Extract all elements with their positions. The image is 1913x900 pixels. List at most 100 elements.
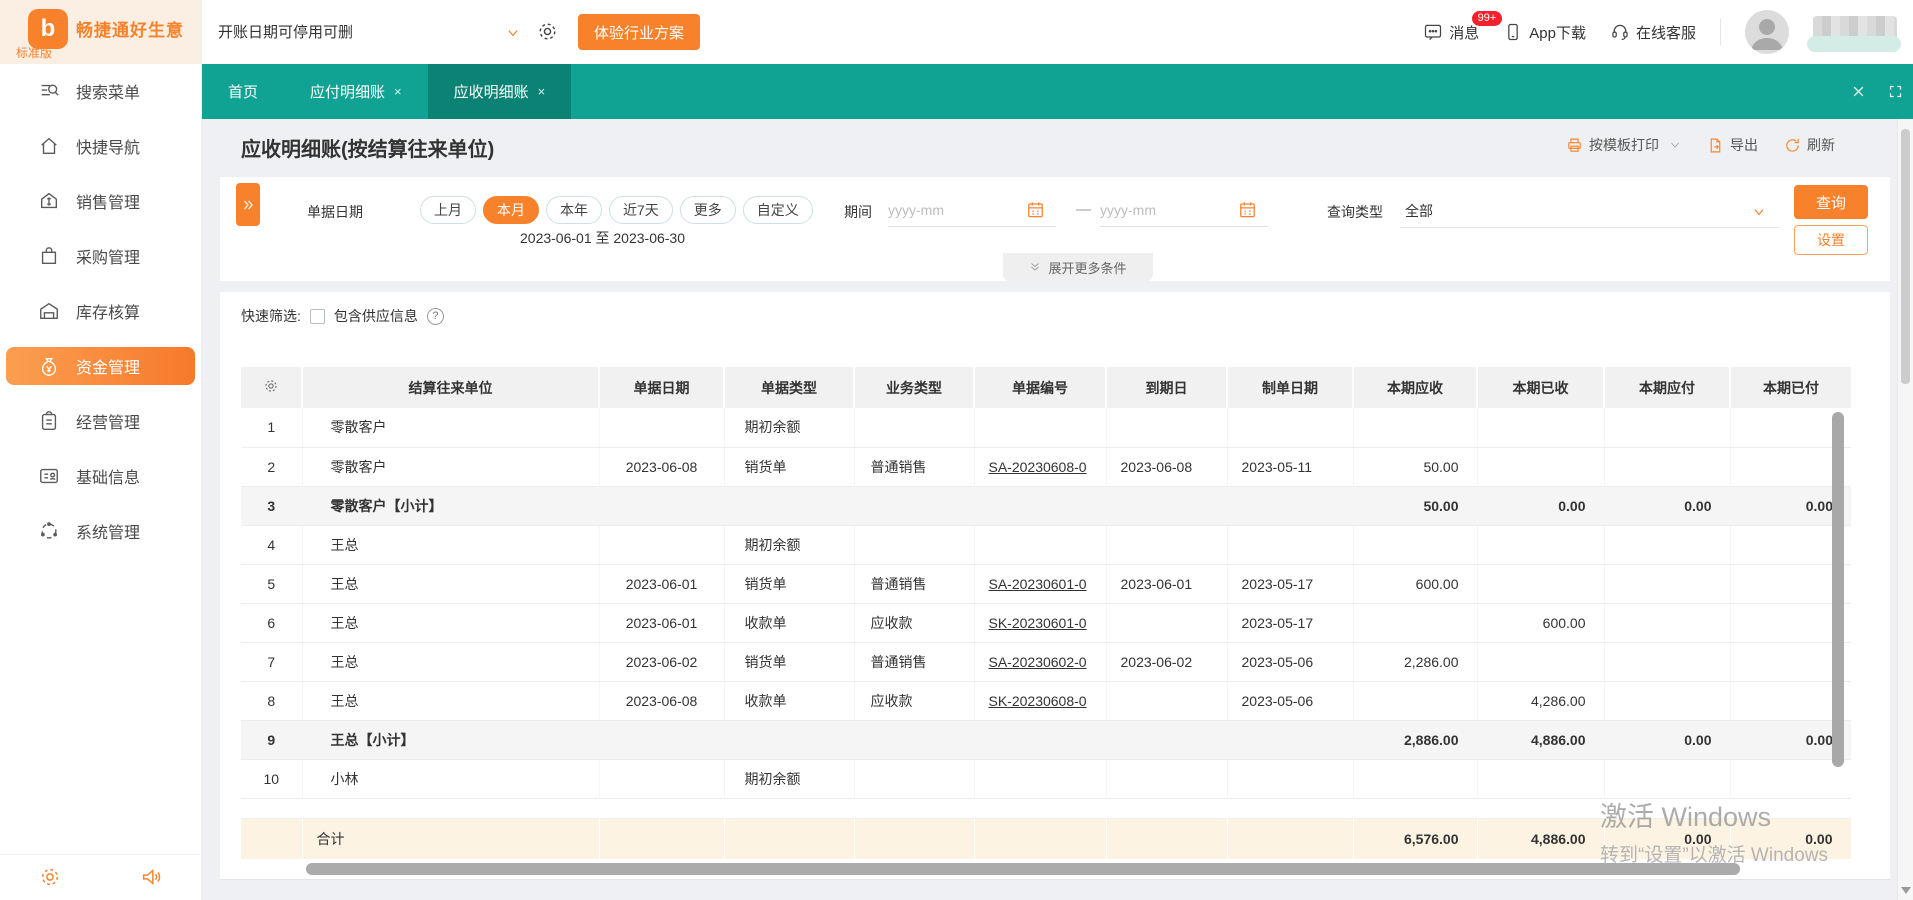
refresh-button[interactable]: 刷新: [1784, 135, 1835, 155]
sidebar-item-operations[interactable]: 经营管理: [0, 402, 201, 440]
cell-receivable: 600.00: [1353, 564, 1478, 604]
chevron-down-icon[interactable]: [506, 26, 520, 40]
window-scrollbar-thumb[interactable]: [1901, 129, 1910, 384]
cell-payable: [1604, 447, 1731, 487]
print-by-template-button[interactable]: 按模板打印: [1566, 135, 1681, 155]
column-header[interactable]: 单据类型: [724, 367, 855, 408]
table-row[interactable]: 6 王总 2023-06-01 收款单 应收款 SK-20230601-0 20…: [241, 603, 1851, 643]
table-vertical-scrollbar[interactable]: [1832, 412, 1844, 767]
period-label: 期间: [844, 204, 872, 220]
chevron-down-icon[interactable]: [1752, 205, 1766, 219]
sidebar-item-quick-nav[interactable]: 快捷导航: [0, 127, 201, 165]
expand-more-label: 展开更多条件: [1048, 260, 1127, 276]
row-number: 1: [241, 408, 303, 448]
table-row[interactable]: 2 零散客户 2023-06-08 销货单 普通销售 SA-20230608-0…: [241, 447, 1851, 487]
sidebar-item-search-menu[interactable]: 搜索菜单: [0, 72, 201, 110]
tab-payable-ledger[interactable]: 应付明细账 ×: [284, 64, 428, 119]
table-row[interactable]: 8 王总 2023-06-08 收款单 应收款 SK-20230608-0 20…: [241, 681, 1851, 721]
tab-close-icon[interactable]: ×: [537, 84, 546, 99]
cell-doc-type: 销货单: [724, 642, 855, 682]
announcement-speaker-icon[interactable]: [140, 866, 162, 888]
gear-icon[interactable]: [536, 20, 559, 43]
table-row[interactable]: 5 王总 2023-06-01 销货单 普通销售 SA-20230601-0 2…: [241, 564, 1851, 604]
column-header[interactable]: 本期应收: [1353, 367, 1478, 408]
table-horizontal-scrollbar[interactable]: [306, 863, 1740, 875]
calendar-icon[interactable]: [1238, 200, 1257, 219]
search-button[interactable]: 查询: [1794, 185, 1868, 219]
chevron-down-icon[interactable]: [1669, 139, 1681, 151]
tab-receivable-ledger[interactable]: 应收明细账 ×: [427, 64, 572, 119]
fullscreen-icon[interactable]: [1888, 84, 1903, 99]
column-header[interactable]: 本期应付: [1604, 367, 1731, 408]
export-button[interactable]: 导出: [1707, 135, 1758, 155]
column-header[interactable]: 业务类型: [854, 367, 975, 408]
period-end-input[interactable]: [1100, 193, 1268, 227]
cell-settlement-unit: 王总【小计】: [302, 720, 600, 760]
period-end-field[interactable]: [1100, 201, 1220, 218]
tab-label: 首页: [228, 84, 259, 101]
close-all-tabs-icon[interactable]: [1851, 84, 1866, 99]
doc-no-link[interactable]: SA-20230608-0: [988, 458, 1087, 475]
column-header[interactable]: 本期已收: [1477, 367, 1605, 408]
sidebar-item-label: 销售管理: [76, 195, 141, 212]
doc-no-link[interactable]: SK-20230601-0: [988, 614, 1087, 631]
range-pill-more[interactable]: 更多: [679, 196, 736, 224]
cell-payable: [1604, 603, 1731, 643]
avatar[interactable]: [1745, 10, 1789, 54]
collapse-filter-ribbon[interactable]: [236, 183, 260, 226]
sidebar-item-system[interactable]: 系统管理: [0, 512, 201, 550]
range-pill-last-month[interactable]: 上月: [420, 196, 476, 224]
table-row[interactable]: 9 王总【小计】 2,886.00 4,886.00 0.00 0.00: [241, 720, 1851, 760]
expand-more-conditions[interactable]: 展开更多条件: [1003, 253, 1153, 281]
column-header[interactable]: 到期日: [1106, 367, 1228, 408]
table-row[interactable]: 3 零散客户【小计】 50.00 0.00 0.00 0.00: [241, 486, 1851, 526]
period-start-input[interactable]: [888, 193, 1056, 227]
period-start-field[interactable]: [888, 201, 1008, 218]
column-settings-header[interactable]: [241, 367, 303, 408]
table-row[interactable]: 7 王总 2023-06-02 销货单 普通销售 SA-20230602-0 2…: [241, 642, 1851, 682]
column-header[interactable]: 结算往来单位: [302, 367, 600, 408]
date-range-pills: 上月 本月 本年 近7天 更多 自定义: [420, 196, 813, 224]
cell-due-date: [1106, 720, 1228, 760]
calendar-icon[interactable]: [1026, 200, 1045, 219]
help-question-icon[interactable]: ?: [426, 307, 444, 325]
query-type-select[interactable]: 全部: [1405, 203, 1433, 219]
tab-close-icon[interactable]: ×: [394, 84, 402, 99]
range-pill-this-year[interactable]: 本年: [546, 196, 602, 224]
sidebar-nav: 搜索菜单 快捷导航 销售管理 采购管理 库存核算 资金管理: [0, 72, 201, 550]
sidebar-item-sales[interactable]: 销售管理: [0, 182, 201, 220]
settings-gear-icon[interactable]: [39, 866, 61, 888]
doc-no-link[interactable]: SA-20230602-0: [988, 653, 1087, 670]
online-service-button[interactable]: 在线客服: [1610, 22, 1696, 43]
column-gear-icon[interactable]: [263, 378, 279, 394]
sidebar-item-inventory[interactable]: 库存核算: [0, 292, 201, 330]
range-pill-last-7-days[interactable]: 近7天: [609, 196, 673, 224]
column-header[interactable]: 单据编号: [974, 367, 1107, 408]
column-header[interactable]: 本期已付: [1730, 367, 1851, 408]
sidebar-item-basic-info[interactable]: 基础信息: [0, 457, 201, 495]
doc-no-link[interactable]: SK-20230608-0: [988, 692, 1087, 709]
account-set-dropdown[interactable]: 开账日期可停用可删: [218, 24, 354, 41]
table-row[interactable]: 4 王总 期初余额: [241, 525, 1851, 565]
include-supplier-checkbox[interactable]: [309, 308, 325, 324]
settings-button[interactable]: 设置: [1794, 225, 1868, 255]
range-pill-this-month[interactable]: 本月: [483, 196, 539, 224]
messages-button[interactable]: 消息 99+: [1423, 9, 1504, 43]
window-scrollbar[interactable]: [1897, 119, 1913, 900]
table-row[interactable]: 10 小林 期初余额: [241, 759, 1851, 799]
column-header[interactable]: 单据日期: [599, 367, 725, 408]
column-header[interactable]: 制单日期: [1227, 367, 1354, 408]
printer-icon: [1568, 138, 1581, 152]
scroll-down-arrow-icon[interactable]: [1901, 887, 1911, 894]
doc-no-link[interactable]: SA-20230601-0: [988, 575, 1087, 592]
range-pill-custom[interactable]: 自定义: [742, 196, 813, 224]
cell-doc-no: SA-20230602-0: [974, 642, 1107, 682]
sidebar-item-funds[interactable]: 资金管理: [6, 347, 195, 385]
sidebar-item-purchase[interactable]: 采购管理: [0, 237, 201, 275]
app-download-button[interactable]: App下载: [1503, 22, 1586, 43]
table-row[interactable]: 1 零散客户 期初余额: [241, 408, 1851, 448]
cell-biz-type: [854, 759, 975, 799]
trial-solution-button[interactable]: 体验行业方案: [578, 14, 701, 50]
cell-received: 600.00: [1477, 603, 1605, 643]
tab-home[interactable]: 首页: [202, 64, 284, 119]
